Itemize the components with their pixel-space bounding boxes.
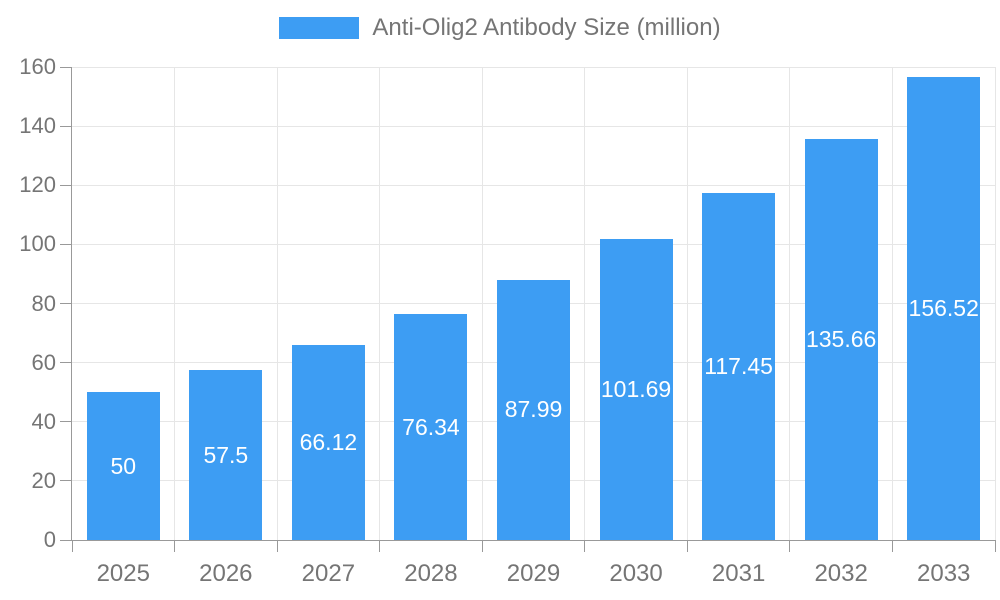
- x-gridline: [174, 67, 176, 540]
- x-axis-tick: [686, 540, 688, 552]
- bar: 76.34: [394, 314, 468, 540]
- x-axis-label: 2033: [917, 560, 971, 587]
- x-axis-label: 2028: [404, 560, 458, 587]
- y-gridline: [72, 125, 995, 127]
- x-axis-tick: [789, 540, 791, 552]
- y-axis-tick: [60, 243, 72, 245]
- legend-swatch: [279, 17, 360, 39]
- y-axis-tick: [60, 480, 72, 482]
- x-gridline: [789, 67, 791, 540]
- y-axis-label: 120: [19, 172, 56, 198]
- x-axis-tick: [71, 540, 73, 552]
- y-axis-tick: [60, 125, 72, 127]
- bar-value-label: 76.34: [402, 413, 460, 440]
- y-axis-label: 100: [19, 231, 56, 257]
- x-axis-tick: [584, 540, 586, 552]
- x-gridline: [891, 67, 893, 540]
- x-axis-tick: [276, 540, 278, 552]
- x-axis-label: 2026: [199, 560, 253, 587]
- bar-value-label: 117.45: [704, 352, 773, 379]
- bar: 156.52: [907, 77, 981, 540]
- y-axis-label: 160: [19, 54, 56, 79]
- x-gridline: [379, 67, 381, 540]
- bar-value-label: 101.69: [600, 376, 672, 403]
- x-gridline: [584, 67, 586, 540]
- y-axis-label: 140: [19, 113, 56, 139]
- x-axis-tick: [481, 540, 483, 552]
- x-axis-label: 2027: [301, 560, 356, 587]
- x-gridline: [686, 67, 688, 540]
- y-gridline: [72, 243, 995, 245]
- y-axis-tick: [60, 362, 72, 364]
- bar-value-label: 66.12: [299, 428, 358, 455]
- x-axis-tick: [994, 540, 996, 552]
- x-axis-tick: [379, 540, 381, 552]
- bar: 66.12: [291, 344, 365, 540]
- bar-value-label: 57.5: [203, 441, 249, 468]
- x-axis-line: [71, 539, 995, 541]
- y-axis-tick: [60, 539, 72, 541]
- x-axis-tick: [174, 540, 176, 552]
- x-axis-label: 2030: [609, 560, 663, 587]
- y-axis-line: [71, 67, 72, 540]
- x-axis-label: 2032: [814, 560, 868, 587]
- y-axis-tick: [60, 421, 72, 423]
- bar: 135.66: [804, 138, 878, 540]
- y-axis-label: 80: [31, 290, 56, 316]
- y-gridline: [72, 184, 995, 186]
- x-axis-label: 2025: [96, 560, 150, 587]
- bar: 101.69: [599, 239, 673, 540]
- y-gridline: [72, 66, 995, 68]
- bar-value-label: 87.99: [504, 396, 563, 423]
- bar-value-label: 135.66: [805, 325, 877, 352]
- y-axis-tick: [60, 303, 72, 304]
- x-axis-label: 2029: [506, 560, 561, 587]
- bar-value-label: 50: [110, 452, 137, 479]
- y-axis-tick: [60, 184, 72, 186]
- x-gridline: [994, 67, 996, 540]
- y-axis-label: 60: [31, 349, 56, 375]
- x-axis-label: 2031: [711, 560, 766, 587]
- y-axis-label: 40: [31, 408, 56, 434]
- x-gridline: [276, 67, 278, 540]
- bar-value-label: 156.52: [908, 295, 979, 322]
- bar: 57.5: [189, 370, 263, 540]
- bar: 87.99: [497, 279, 570, 540]
- y-axis-label: 0: [43, 527, 56, 552]
- x-axis-tick: [891, 540, 893, 552]
- y-axis-tick: [60, 66, 72, 68]
- legend[interactable]: Anti-Olig2 Antibody Size (million): [0, 14, 1000, 42]
- x-gridline: [481, 67, 483, 540]
- bar: 50: [86, 392, 160, 540]
- legend-label: Anti-Olig2 Antibody Size (million): [372, 14, 721, 41]
- y-axis-label: 20: [31, 467, 56, 493]
- bar: 117.45: [702, 192, 776, 540]
